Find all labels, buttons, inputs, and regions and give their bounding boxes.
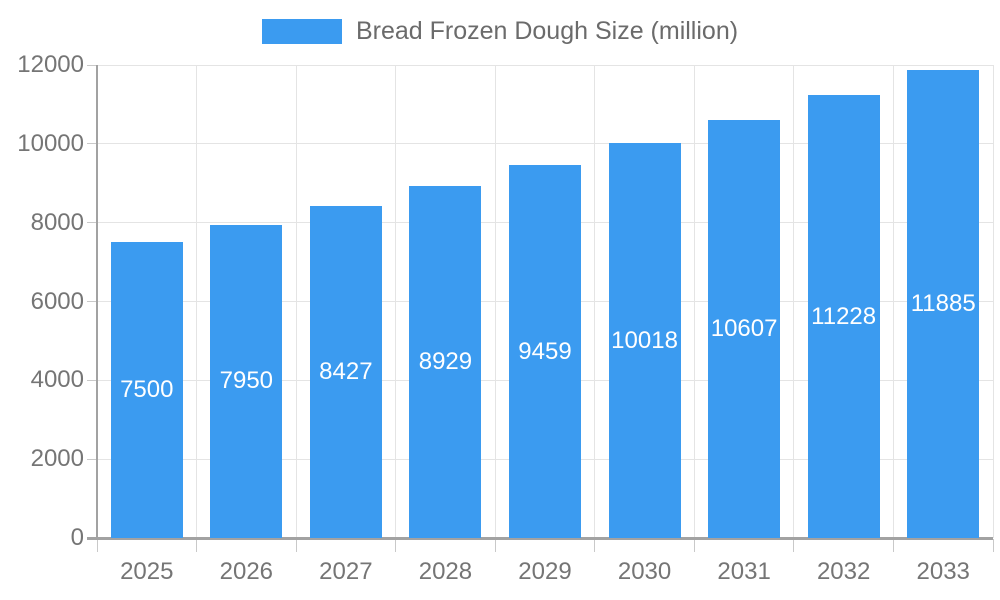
y-axis-line [96,65,98,540]
bar [509,165,581,538]
x-tick [196,539,198,552]
y-tick [87,458,97,460]
v-gridline [892,65,894,538]
bar-value-label: 7950 [219,367,274,395]
y-tick [87,64,97,66]
bar [907,69,980,538]
x-tick-label: 2028 [418,558,473,585]
x-tick-label: 2027 [319,558,373,585]
y-tick-label: 0 [70,524,84,551]
x-tick [295,539,297,552]
y-tick [87,379,97,381]
x-tick-label: 2033 [916,558,970,585]
bar-value-label: 10607 [710,314,778,342]
h-gridline [97,143,993,145]
y-tick-label: 4000 [30,366,84,394]
x-tick [494,539,496,552]
v-gridline [494,65,496,538]
x-tick [793,539,795,552]
bar-value-label: 11228 [811,302,877,330]
bar [608,143,681,538]
bar [807,95,880,538]
bar [708,119,781,538]
x-tick [96,539,98,552]
x-tick-label: 2026 [219,558,274,585]
bar-value-label: 7500 [120,376,174,404]
x-tick [892,539,894,552]
bar [409,186,482,538]
bar [309,205,382,538]
legend-swatch [261,18,342,44]
x-tick-label: 2025 [120,558,174,585]
x-tick [594,539,596,552]
bar [110,242,183,538]
bar-value-label: 8929 [418,348,473,376]
bar-value-label: 11885 [910,289,976,317]
v-gridline [992,65,994,538]
v-gridline [295,65,297,538]
v-gridline [793,65,795,538]
v-gridline [594,65,596,538]
y-tick [87,301,97,302]
y-tick-label: 10000 [17,129,84,157]
y-tick [87,143,97,145]
x-tick-label: 2031 [717,558,771,585]
v-gridline [693,65,695,538]
bar-value-label: 8427 [319,357,373,385]
y-tick-label: 12000 [17,51,84,78]
legend: Bread Frozen Dough Size (million) [0,16,1000,46]
legend-label: Bread Frozen Dough Size (million) [355,16,739,45]
y-tick-label: 6000 [30,287,84,315]
x-tick [992,539,994,552]
bar-value-label: 9459 [518,337,572,365]
bar [210,224,283,538]
x-tick-label: 2029 [518,558,572,585]
x-tick-label: 2032 [816,558,871,585]
x-axis-line [87,537,993,540]
y-tick-label: 8000 [30,208,84,236]
v-gridline [196,65,198,538]
x-tick-label: 2030 [617,558,672,585]
bar-value-label: 10018 [611,326,678,354]
x-tick [395,539,397,552]
y-tick [87,222,97,224]
x-tick [693,539,695,552]
y-tick-label: 2000 [30,445,84,473]
h-gridline [97,64,993,66]
v-gridline [395,65,397,538]
